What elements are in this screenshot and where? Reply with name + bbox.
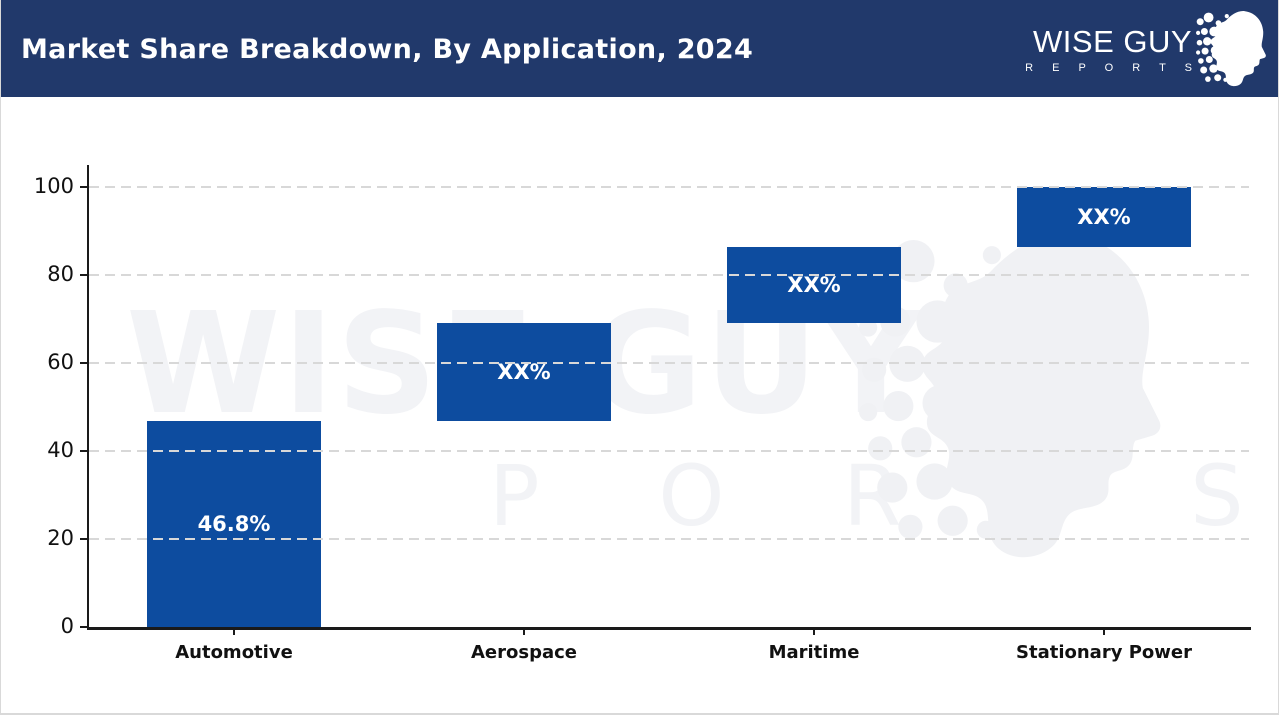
- x-tick-mark-automotive: [233, 627, 235, 635]
- y-tick-mark-20: [80, 538, 87, 540]
- gridline-20: [89, 538, 1249, 540]
- y-tick-mark-60: [80, 362, 87, 364]
- y-tick-label-0: 0: [60, 614, 74, 638]
- y-tick-mark-80: [80, 274, 87, 276]
- x-tick-label-maritime: Maritime: [768, 642, 860, 663]
- y-tick-label-60: 60: [47, 350, 74, 374]
- x-tick-mark-aerospace: [523, 627, 525, 635]
- y-tick-label-80: 80: [47, 262, 74, 286]
- bar-automotive: 46.8%: [147, 421, 321, 627]
- gridline-80: [89, 274, 1249, 276]
- gridline-100: [89, 186, 1249, 188]
- y-tick-label-40: 40: [47, 438, 74, 462]
- y-tick-mark-0: [80, 626, 87, 628]
- bar-value-label-maritime: XX%: [787, 272, 841, 297]
- x-axis-line: [87, 627, 1251, 630]
- bar-stationary-power: XX%: [1017, 187, 1191, 247]
- gridline-40: [89, 450, 1249, 452]
- chart-plot-area: WISE GUY P O R T S 02040608010046.8%Auto…: [34, 165, 1251, 663]
- bar-maritime: XX%: [727, 246, 901, 323]
- brand-logo-text: WISE GUY R E P O R T S: [1025, 24, 1200, 74]
- gridline-60: [89, 362, 1249, 364]
- brand-name: WISE GUY: [1033, 24, 1193, 59]
- brand-logo: WISE GUY R E P O R T S: [1025, 8, 1266, 90]
- x-tick-mark-maritime: [813, 627, 815, 635]
- bar-aerospace: XX%: [437, 322, 611, 422]
- header-bar: Market Share Breakdown, By Application, …: [1, 0, 1278, 97]
- y-tick-label-100: 100: [33, 174, 74, 198]
- y-tick-mark-40: [80, 450, 87, 452]
- bar-value-label-stationary-power: XX%: [1077, 204, 1131, 229]
- bar-value-label-automotive: 46.8%: [197, 512, 271, 537]
- brand-head-icon: [1196, 11, 1266, 87]
- y-tick-label-20: 20: [47, 526, 74, 550]
- page-title: Market Share Breakdown, By Application, …: [21, 34, 754, 65]
- y-tick-mark-100: [80, 186, 87, 188]
- brand-subtitle: R E P O R T S: [1025, 62, 1200, 74]
- x-tick-label-automotive: Automotive: [175, 642, 293, 663]
- watermark-head-icon: [859, 233, 1161, 558]
- bar-value-label-aerospace: XX%: [497, 360, 551, 384]
- x-tick-label-stationary-power: Stationary Power: [1016, 642, 1192, 663]
- x-tick-label-aerospace: Aerospace: [470, 642, 578, 663]
- y-axis-line: [87, 165, 89, 629]
- x-tick-mark-stationary-power: [1103, 627, 1105, 635]
